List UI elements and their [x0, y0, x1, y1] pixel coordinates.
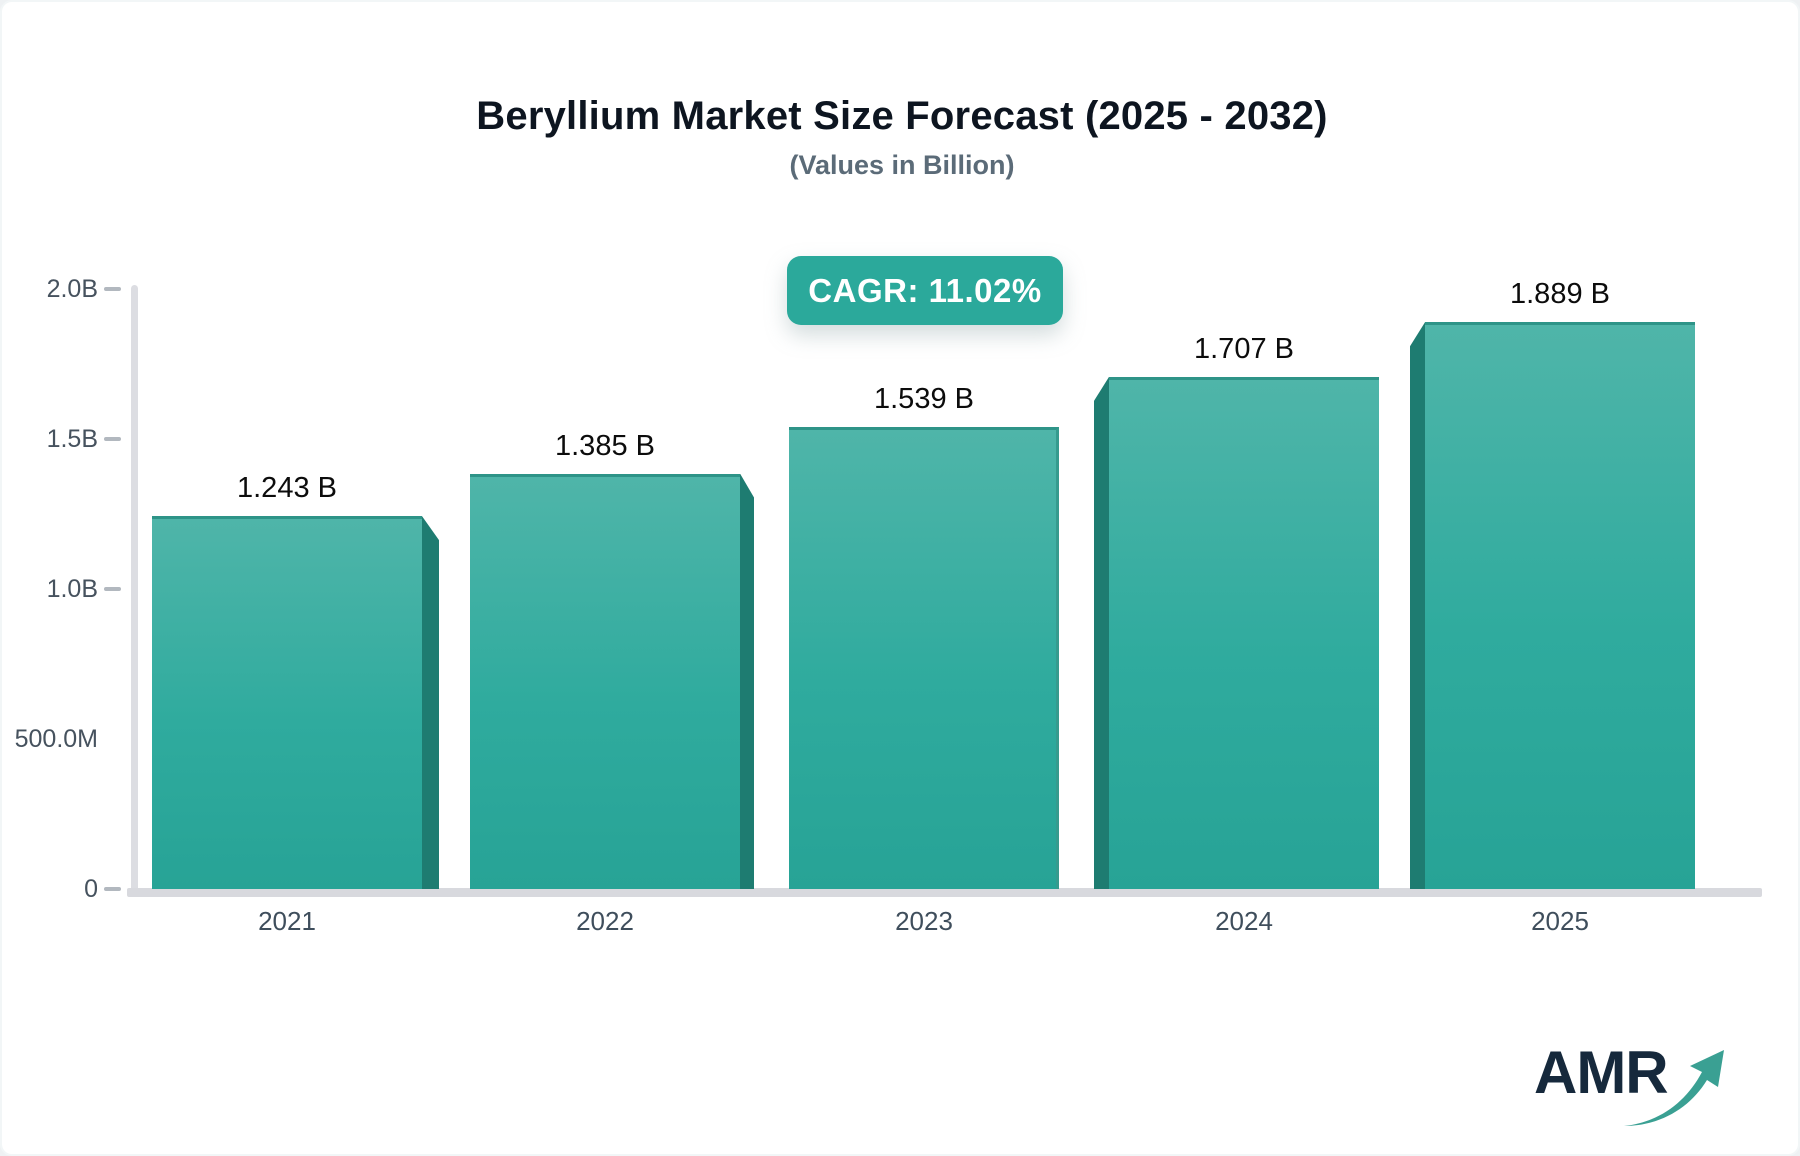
y-tick-dash	[104, 287, 121, 291]
bar-value-label: 1.243 B	[237, 472, 337, 505]
y-tick-label: 0	[84, 875, 98, 903]
bar-side-3d-2024	[1094, 376, 1109, 889]
bar-value-label: 1.707 B	[1194, 332, 1294, 365]
bar-side-3d-2022	[740, 473, 754, 889]
y-tick-dash	[104, 437, 121, 441]
bar-face-2024	[1109, 376, 1379, 889]
y-tick-label: 500.0M	[14, 725, 98, 753]
x-tick-label: 2022	[576, 906, 634, 936]
cagr-badge-label: CAGR: 11.02%	[808, 271, 1042, 309]
y-tick-label: 1.5B	[46, 425, 98, 453]
bar-face-2023	[789, 427, 1059, 889]
bar-face-2025	[1425, 322, 1695, 889]
amr-logo: AMR	[1534, 1030, 1724, 1140]
y-axis-line	[131, 285, 138, 892]
bar-side-3d-2025	[1410, 322, 1425, 889]
chart-subtitle: (Values in Billion)	[789, 150, 1015, 180]
bar-value-label: 1.539 B	[874, 383, 974, 416]
y-tick-dash	[104, 887, 121, 891]
x-tick-label: 2024	[1215, 906, 1273, 936]
chart-title: Beryllium Market Size Forecast (2025 - 2…	[476, 94, 1328, 138]
y-tick-label: 1.0B	[46, 575, 98, 603]
x-tick-label: 2025	[1531, 906, 1589, 936]
amr-logo-text: AMR	[1534, 1039, 1669, 1106]
bar-face-2021	[152, 516, 422, 889]
cagr-badge: CAGR: 11.02%	[787, 256, 1063, 325]
x-tick-label: 2021	[258, 906, 316, 936]
bar-side-3d-2021	[422, 516, 439, 889]
bar-face-2022	[470, 473, 740, 889]
bar-value-label: 1.385 B	[555, 429, 655, 462]
y-tick-label: 2.0B	[46, 275, 98, 303]
growth-arrow-icon	[1624, 1050, 1724, 1126]
x-tick-label: 2023	[895, 906, 953, 936]
bar-value-label: 1.889 B	[1510, 278, 1610, 311]
y-tick-dash	[104, 587, 121, 591]
x-axis-baseline	[127, 888, 1762, 897]
